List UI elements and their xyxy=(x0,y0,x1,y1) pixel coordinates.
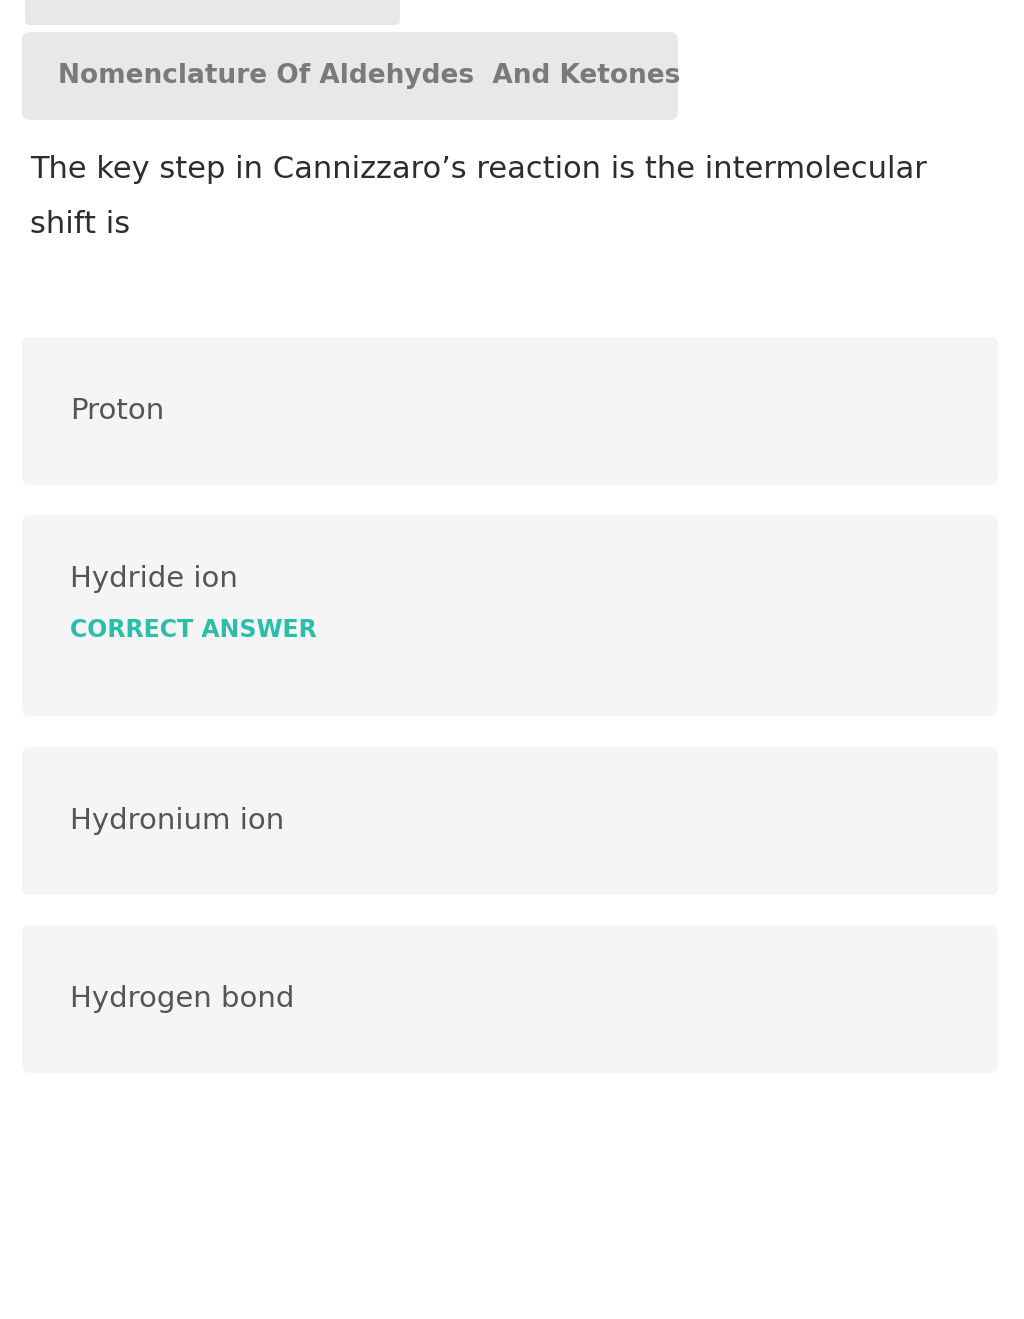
FancyBboxPatch shape xyxy=(22,747,998,896)
FancyBboxPatch shape xyxy=(22,32,678,120)
Text: Hydride ion: Hydride ion xyxy=(70,565,238,594)
Text: Nomenclature Of Aldehydes  And Ketones: Nomenclature Of Aldehydes And Ketones xyxy=(58,63,680,88)
Text: CORRECT ANSWER: CORRECT ANSWER xyxy=(70,619,316,642)
Text: Proton: Proton xyxy=(70,397,164,425)
FancyBboxPatch shape xyxy=(22,336,998,485)
Text: The key step in Cannizzaro’s reaction is the intermolecular: The key step in Cannizzaro’s reaction is… xyxy=(30,156,927,183)
FancyBboxPatch shape xyxy=(22,925,998,1072)
Text: Hydronium ion: Hydronium ion xyxy=(70,807,285,835)
FancyBboxPatch shape xyxy=(25,0,400,25)
FancyBboxPatch shape xyxy=(22,514,998,716)
Text: Hydrogen bond: Hydrogen bond xyxy=(70,985,294,1013)
Text: shift is: shift is xyxy=(30,210,130,239)
